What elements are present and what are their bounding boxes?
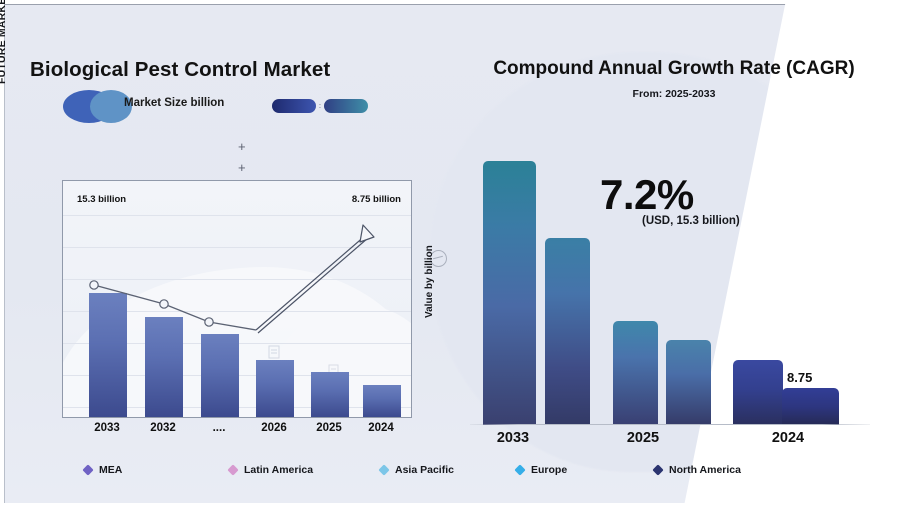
bar-2024 bbox=[363, 385, 401, 417]
legend-marker-europe bbox=[514, 464, 526, 476]
cagr-bar-chart bbox=[460, 140, 880, 425]
x-label-3: 2026 bbox=[261, 422, 287, 434]
legend-item-asia-pacific[interactable]: Asia Pacific bbox=[378, 464, 454, 476]
chart-legend: MEA Latin America Asia Pacific Europe No… bbox=[82, 464, 784, 484]
bar-2032 bbox=[145, 317, 183, 417]
legend-pill-primary bbox=[272, 99, 316, 113]
plus-icon-one: + bbox=[238, 139, 246, 154]
cagr-note: (USD, 15.3 billion) bbox=[642, 215, 740, 227]
cagr-bar-2033-primary bbox=[483, 161, 536, 425]
trend-line-overlay bbox=[89, 224, 375, 334]
legend-marker-latin-america bbox=[227, 464, 239, 476]
cagr-baseline bbox=[470, 424, 870, 426]
cagr-value: 7.2% bbox=[600, 171, 694, 218]
legend-item-latin-america[interactable]: Latin America bbox=[227, 464, 314, 476]
cagr-bar-2025-primary bbox=[613, 321, 658, 425]
legend-pill-secondary bbox=[323, 99, 368, 113]
cagr-data-label: 8.75 bbox=[787, 370, 813, 385]
legend-label-latin-america: Latin America bbox=[244, 464, 314, 476]
gridline bbox=[63, 279, 411, 280]
market-size-icon bbox=[63, 90, 139, 123]
right-y-axis-label: Value by billion bbox=[424, 245, 435, 318]
legend-label-europe: Europe bbox=[531, 464, 568, 476]
legend-marker-north-america bbox=[652, 464, 664, 476]
legend-item-europe[interactable]: Europe bbox=[514, 464, 568, 476]
gridline bbox=[63, 215, 411, 216]
circle-light-icon bbox=[90, 90, 132, 123]
bar-ellipsis bbox=[201, 334, 239, 417]
x-label-0: 2033 bbox=[94, 422, 120, 434]
minus-circle-icon bbox=[430, 250, 447, 267]
left-bar-chart: 15.3 billion 8.75 billion bbox=[62, 180, 412, 418]
x-label-2: .... bbox=[212, 422, 226, 434]
cagr-bar-2024-secondary bbox=[782, 388, 839, 425]
x-label-1: 2032 bbox=[150, 422, 176, 434]
gridline bbox=[63, 247, 411, 248]
cagr-x-label-0: 2033 bbox=[496, 430, 530, 446]
cagr-bar-2024-primary bbox=[733, 360, 783, 425]
bar-2026 bbox=[256, 360, 294, 417]
annotation-end-value: 8.75 billion bbox=[351, 194, 401, 205]
x-label-4: 2025 bbox=[316, 422, 342, 434]
bar-series bbox=[63, 181, 411, 417]
cagr-bar-2025-secondary bbox=[666, 340, 711, 425]
left-y-axis-label: FUTURE MARKET REPORT bbox=[0, 0, 8, 84]
left-chart-title: Biological Pest Control Market bbox=[30, 58, 331, 81]
plus-icon-two: + bbox=[238, 160, 246, 175]
legend-pill-separator: : bbox=[319, 102, 321, 110]
left-x-axis-labels: 2033 2032 .... 2026 2025 2024 bbox=[62, 422, 412, 440]
legend-item-north-america[interactable]: North America bbox=[652, 464, 741, 476]
legend-label-north-america: North America bbox=[669, 464, 741, 476]
legend-pills: : bbox=[272, 99, 368, 113]
bar-2033 bbox=[89, 293, 127, 417]
legend-marker-mea bbox=[82, 464, 94, 476]
annotation-start-value: 15.3 billion bbox=[77, 194, 127, 205]
legend-label-mea: MEA bbox=[99, 464, 123, 476]
document-icon bbox=[268, 345, 280, 359]
legend-marker-asia-pacific bbox=[378, 464, 390, 476]
gridline bbox=[63, 311, 411, 312]
legend-label-asia-pacific: Asia Pacific bbox=[395, 464, 454, 476]
cagr-x-label-1: 2025 bbox=[626, 430, 660, 446]
bar-2025 bbox=[311, 372, 349, 417]
right-x-axis-labels: 2033 2025 2024 bbox=[460, 430, 880, 452]
cagr-bar-2033-secondary bbox=[545, 238, 590, 425]
cagr-title: Compound Annual Growth Rate (CAGR) bbox=[493, 58, 855, 79]
cagr-subtitle: From: 2025-2033 bbox=[632, 88, 716, 100]
legend-item-mea[interactable]: MEA bbox=[82, 464, 123, 476]
x-label-5: 2024 bbox=[368, 422, 394, 434]
market-size-label: Market Size billion bbox=[124, 97, 225, 109]
cagr-x-label-2: 2024 bbox=[771, 430, 805, 446]
